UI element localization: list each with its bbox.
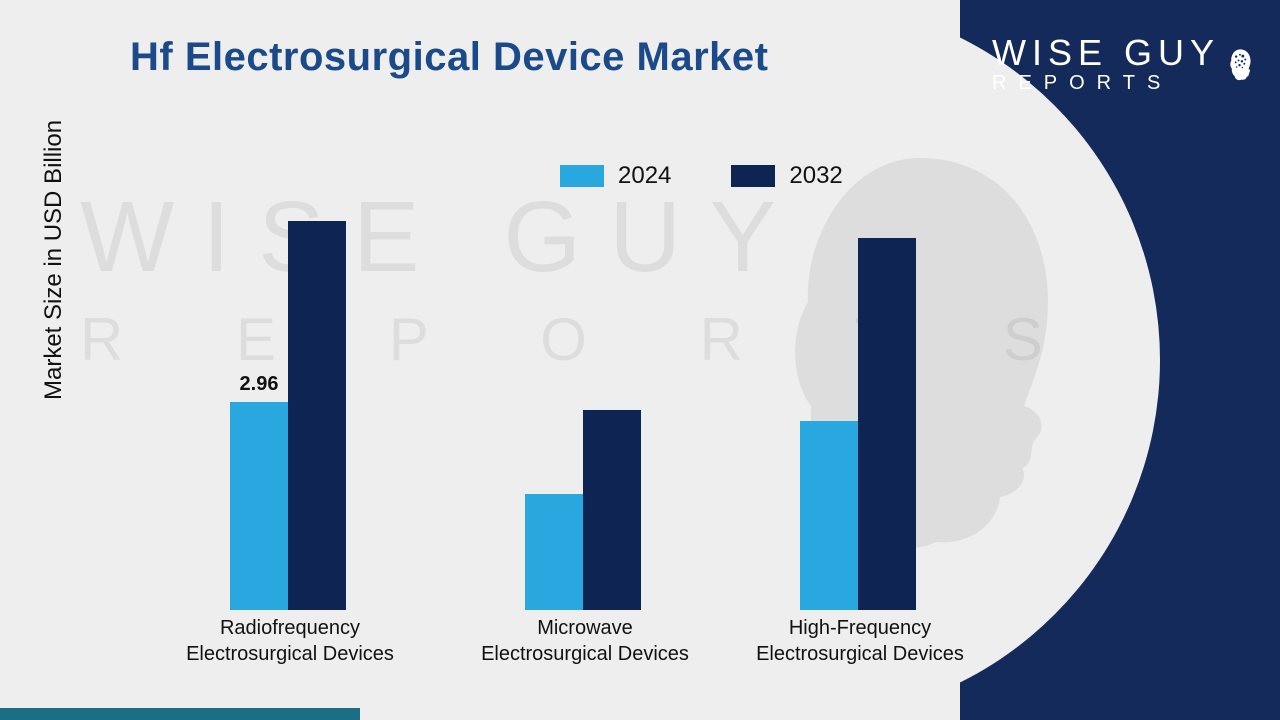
bottom-accent-bar [0, 708, 360, 720]
bar-value-label: 2.96 [219, 373, 299, 396]
legend-swatch-2032 [731, 165, 775, 187]
brand-logo: WISE GUY REPORTS [992, 28, 1252, 100]
bar-2032 [858, 238, 916, 610]
bar-2032 [288, 221, 346, 610]
legend: 2024 2032 [560, 162, 843, 190]
chart-title: Hf Electrosurgical Device Market [130, 35, 768, 80]
logo-line1: WISE GUY [992, 35, 1220, 71]
logo-head-icon [1228, 28, 1252, 100]
category-label: High-Frequency Electrosurgical Devices [750, 615, 970, 667]
y-axis-label: Market Size in USD Billion [40, 120, 68, 400]
logo-line2: REPORTS [992, 73, 1220, 93]
bar-2024 [525, 494, 583, 610]
chart-plot-area: 2.96Radiofrequency Electrosurgical Devic… [110, 210, 930, 610]
bar-2032 [583, 410, 641, 610]
canvas: WISE GUY R E P O R T S Hf Electrosurgica… [0, 0, 1280, 720]
category-label: Radiofrequency Electrosurgical Devices [180, 615, 400, 667]
bar-2024 [800, 421, 858, 610]
legend-label-2032: 2032 [789, 162, 842, 190]
legend-label-2024: 2024 [618, 162, 671, 190]
legend-item-2032: 2032 [731, 162, 842, 190]
bar-2024 [230, 402, 288, 610]
category-label: Microwave Electrosurgical Devices [475, 615, 695, 667]
legend-item-2024: 2024 [560, 162, 671, 190]
legend-swatch-2024 [560, 165, 604, 187]
